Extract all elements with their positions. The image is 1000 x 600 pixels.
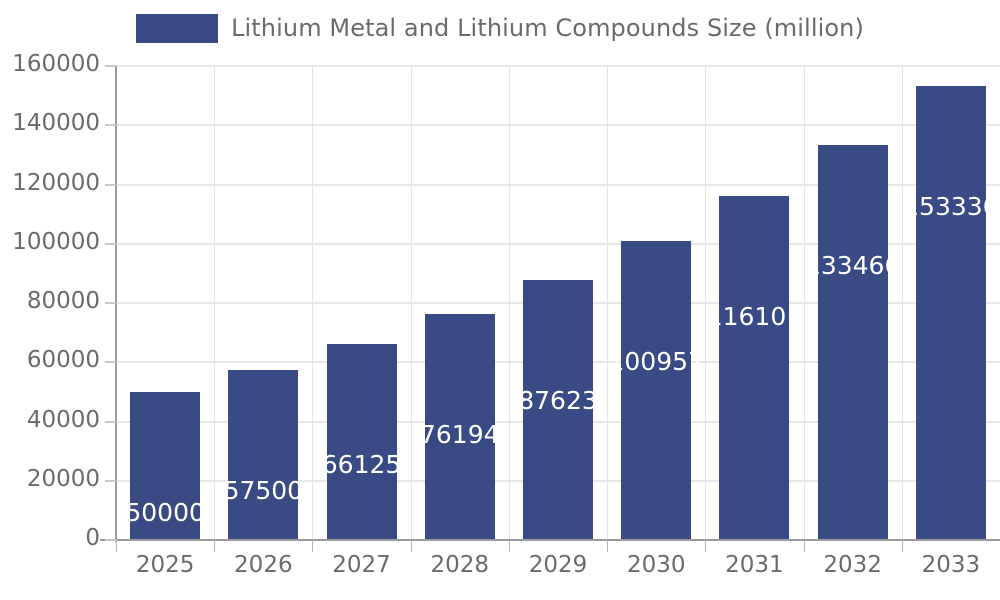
vertical-gridline xyxy=(312,66,313,540)
x-axis-tick-mark xyxy=(411,540,412,552)
x-axis-tick-label: 2033 xyxy=(921,552,981,578)
x-axis-tick-label: 2032 xyxy=(823,552,882,578)
x-axis-line xyxy=(100,539,1000,541)
x-axis-tick-label: 2027 xyxy=(332,552,391,578)
y-axis-tick-mark xyxy=(105,479,116,482)
bar[interactable] xyxy=(424,314,495,540)
bar[interactable] xyxy=(915,85,986,540)
x-axis-tick-mark xyxy=(312,540,313,552)
x-axis-tick-mark xyxy=(804,540,805,552)
y-axis-tick-mark xyxy=(105,242,116,245)
y-axis-tick-mark xyxy=(105,183,116,186)
x-axis-tick-mark xyxy=(705,540,706,552)
y-axis-line xyxy=(115,66,117,542)
x-axis-tick-mark xyxy=(902,540,903,552)
y-axis-tick-mark xyxy=(105,420,116,423)
legend-color-swatch xyxy=(136,13,219,43)
horizontal-gridline xyxy=(116,183,1000,186)
bar[interactable] xyxy=(523,280,593,540)
vertical-gridline xyxy=(411,66,412,540)
x-axis-tick-mark xyxy=(509,540,510,552)
y-axis-tick-label: 60000 xyxy=(26,347,100,374)
bar[interactable] xyxy=(228,369,299,540)
y-axis-tick-mark xyxy=(105,302,116,304)
legend-label: Lithium Metal and Lithium Compounds Size… xyxy=(231,14,864,42)
y-axis-tick-mark xyxy=(105,124,116,127)
x-axis-tick-label: 2030 xyxy=(626,552,686,578)
horizontal-gridline xyxy=(116,124,1000,127)
vertical-gridline xyxy=(804,66,805,540)
vertical-gridline xyxy=(705,66,706,540)
bar[interactable] xyxy=(326,344,397,540)
vertical-gridline xyxy=(607,66,608,540)
x-axis-tick-label: 2026 xyxy=(234,552,293,578)
vertical-gridline xyxy=(509,66,510,540)
x-axis-tick-mark xyxy=(214,540,215,552)
y-axis-tick-label: 120000 xyxy=(12,169,100,196)
x-axis-tick-mark xyxy=(116,540,117,552)
y-axis-tick-mark xyxy=(105,539,116,541)
bar[interactable] xyxy=(621,240,692,540)
y-axis-tick-mark xyxy=(105,65,116,67)
y-axis-tick-label: 160000 xyxy=(12,51,100,77)
x-axis-tick-mark xyxy=(607,540,608,552)
y-axis-tick-label: 100000 xyxy=(12,228,100,255)
horizontal-gridline xyxy=(116,242,1000,245)
bar[interactable] xyxy=(130,391,201,540)
chart-legend: Lithium Metal and Lithium Compounds Size… xyxy=(0,0,1000,56)
y-axis-tick-label: 0 xyxy=(85,525,100,551)
bar[interactable] xyxy=(719,196,790,540)
vertical-gridline xyxy=(214,66,215,540)
y-axis-tick-label: 140000 xyxy=(12,110,100,137)
x-axis-tick-label: 2031 xyxy=(725,552,784,578)
bar[interactable] xyxy=(817,144,888,540)
plot-area: 50000 57500 66125 76194 87623 100957 116101 133… xyxy=(116,65,1000,541)
horizontal-gridline xyxy=(116,65,1000,67)
y-axis-tick-label: 80000 xyxy=(26,288,100,314)
y-axis-tick-label: 40000 xyxy=(26,406,100,433)
y-axis-tick-label: 20000 xyxy=(26,465,100,492)
x-axis-tick-label: 2025 xyxy=(135,552,195,578)
x-axis-tick-label: 2029 xyxy=(528,552,588,578)
y-axis-tick-mark xyxy=(105,361,116,364)
x-axis-tick-label: 2028 xyxy=(430,552,490,578)
vertical-gridline xyxy=(902,66,903,540)
